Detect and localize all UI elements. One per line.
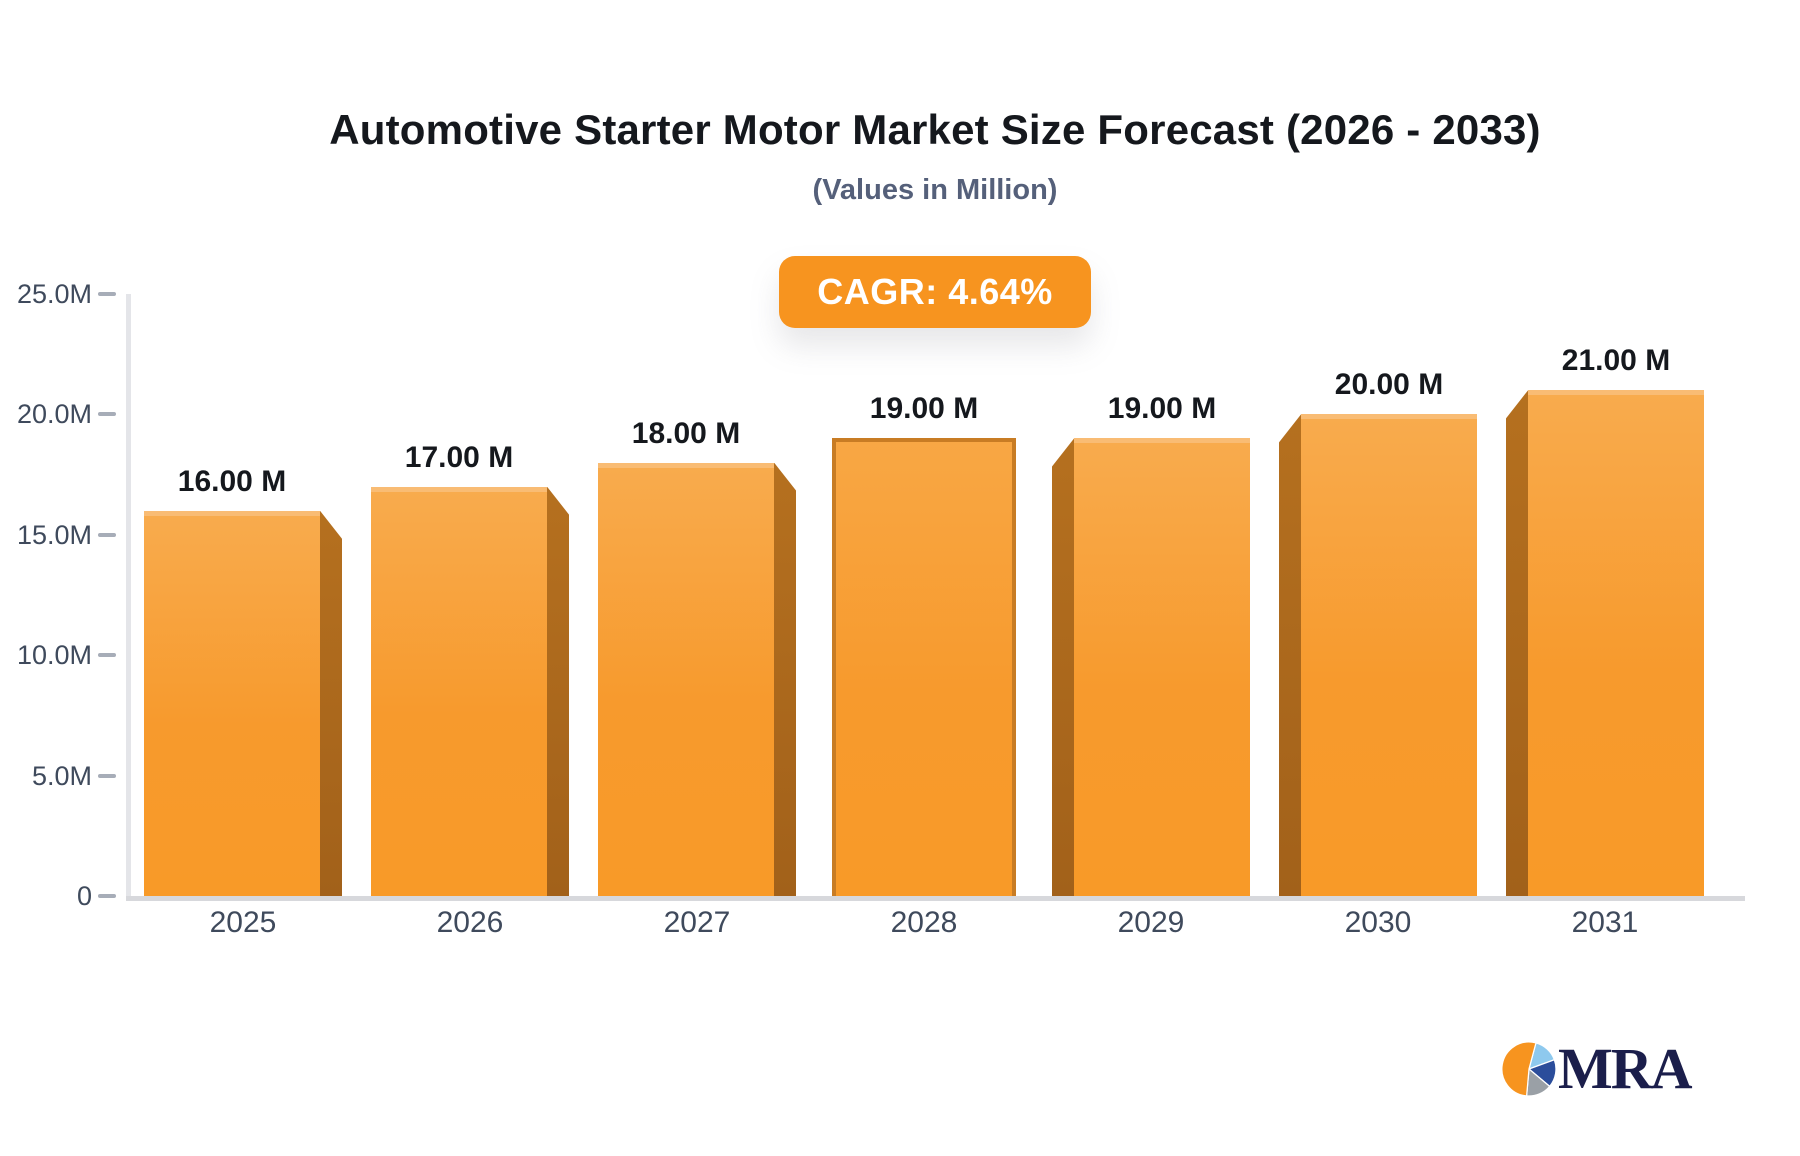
x-tick-label-2031: 2031: [1571, 906, 1639, 939]
x-tick-label-2029: 2029: [1117, 906, 1185, 939]
bar-value-label-2031: 21.00 M: [1561, 344, 1671, 378]
y-axis-line: [126, 294, 131, 901]
chart-title: Automotive Starter Motor Market Size For…: [329, 106, 1541, 153]
chart-subtitle: (Values in Million): [812, 174, 1058, 206]
y-tick-label: 15.0M: [16, 519, 92, 550]
cagr-badge: CAGR: 4.64%: [779, 256, 1091, 328]
y-tick-label: 5.0M: [31, 760, 92, 791]
x-tick-label-2025: 2025: [209, 906, 277, 939]
bar-2027[interactable]: [598, 462, 774, 896]
bar-value-label-2029: 19.00 M: [1107, 392, 1217, 426]
brand-logo: MRA: [1502, 1036, 1693, 1101]
bar-side-2025: [320, 510, 342, 896]
y-tick-mark: [98, 653, 116, 658]
bar-side-2031: [1506, 390, 1528, 896]
y-tick-label: 25.0M: [16, 279, 92, 309]
y-tick-label: 10.0M: [16, 640, 92, 671]
bar-value-label-2025: 16.00 M: [177, 464, 287, 498]
y-tick-mark: [98, 412, 116, 417]
bar-2030[interactable]: [1301, 414, 1477, 896]
bar-side-2030: [1279, 414, 1301, 896]
bar-2025[interactable]: [144, 510, 320, 896]
bar-2031[interactable]: [1528, 390, 1704, 896]
brand-logo-text: MRA: [1558, 1036, 1693, 1101]
bar-side-2027: [774, 462, 796, 896]
cagr-badge-wrap: CAGR: 4.64%: [90, 256, 1780, 328]
bar-value-label-2026: 17.00 M: [404, 440, 514, 474]
y-tick-mark: [98, 292, 116, 296]
bar-2029[interactable]: [1074, 438, 1250, 896]
x-tick-label-2030: 2030: [1344, 906, 1412, 939]
x-tick-label-2028: 2028: [890, 906, 958, 939]
bar-value-label-2027: 18.00 M: [631, 416, 741, 450]
bar-value-label-2028: 19.00 M: [869, 392, 979, 426]
y-tick-mark: [98, 894, 116, 898]
bar-side-2026: [547, 486, 569, 896]
bar-side-2029: [1052, 438, 1074, 896]
bar-value-label-2030: 20.00 M: [1334, 368, 1444, 402]
y-tick-mark: [98, 532, 116, 537]
pie-logo-icon: [1502, 1042, 1556, 1096]
bar-2026[interactable]: [371, 486, 547, 896]
y-tick-label: 20.0M: [16, 399, 92, 430]
x-tick-label-2027: 2027: [663, 906, 731, 939]
x-tick-label-2026: 2026: [436, 906, 504, 939]
y-tick-label: 0: [76, 881, 92, 911]
y-tick-mark: [98, 773, 116, 778]
bar-2028[interactable]: [832, 438, 1016, 896]
x-axis-baseline: [126, 896, 1745, 901]
